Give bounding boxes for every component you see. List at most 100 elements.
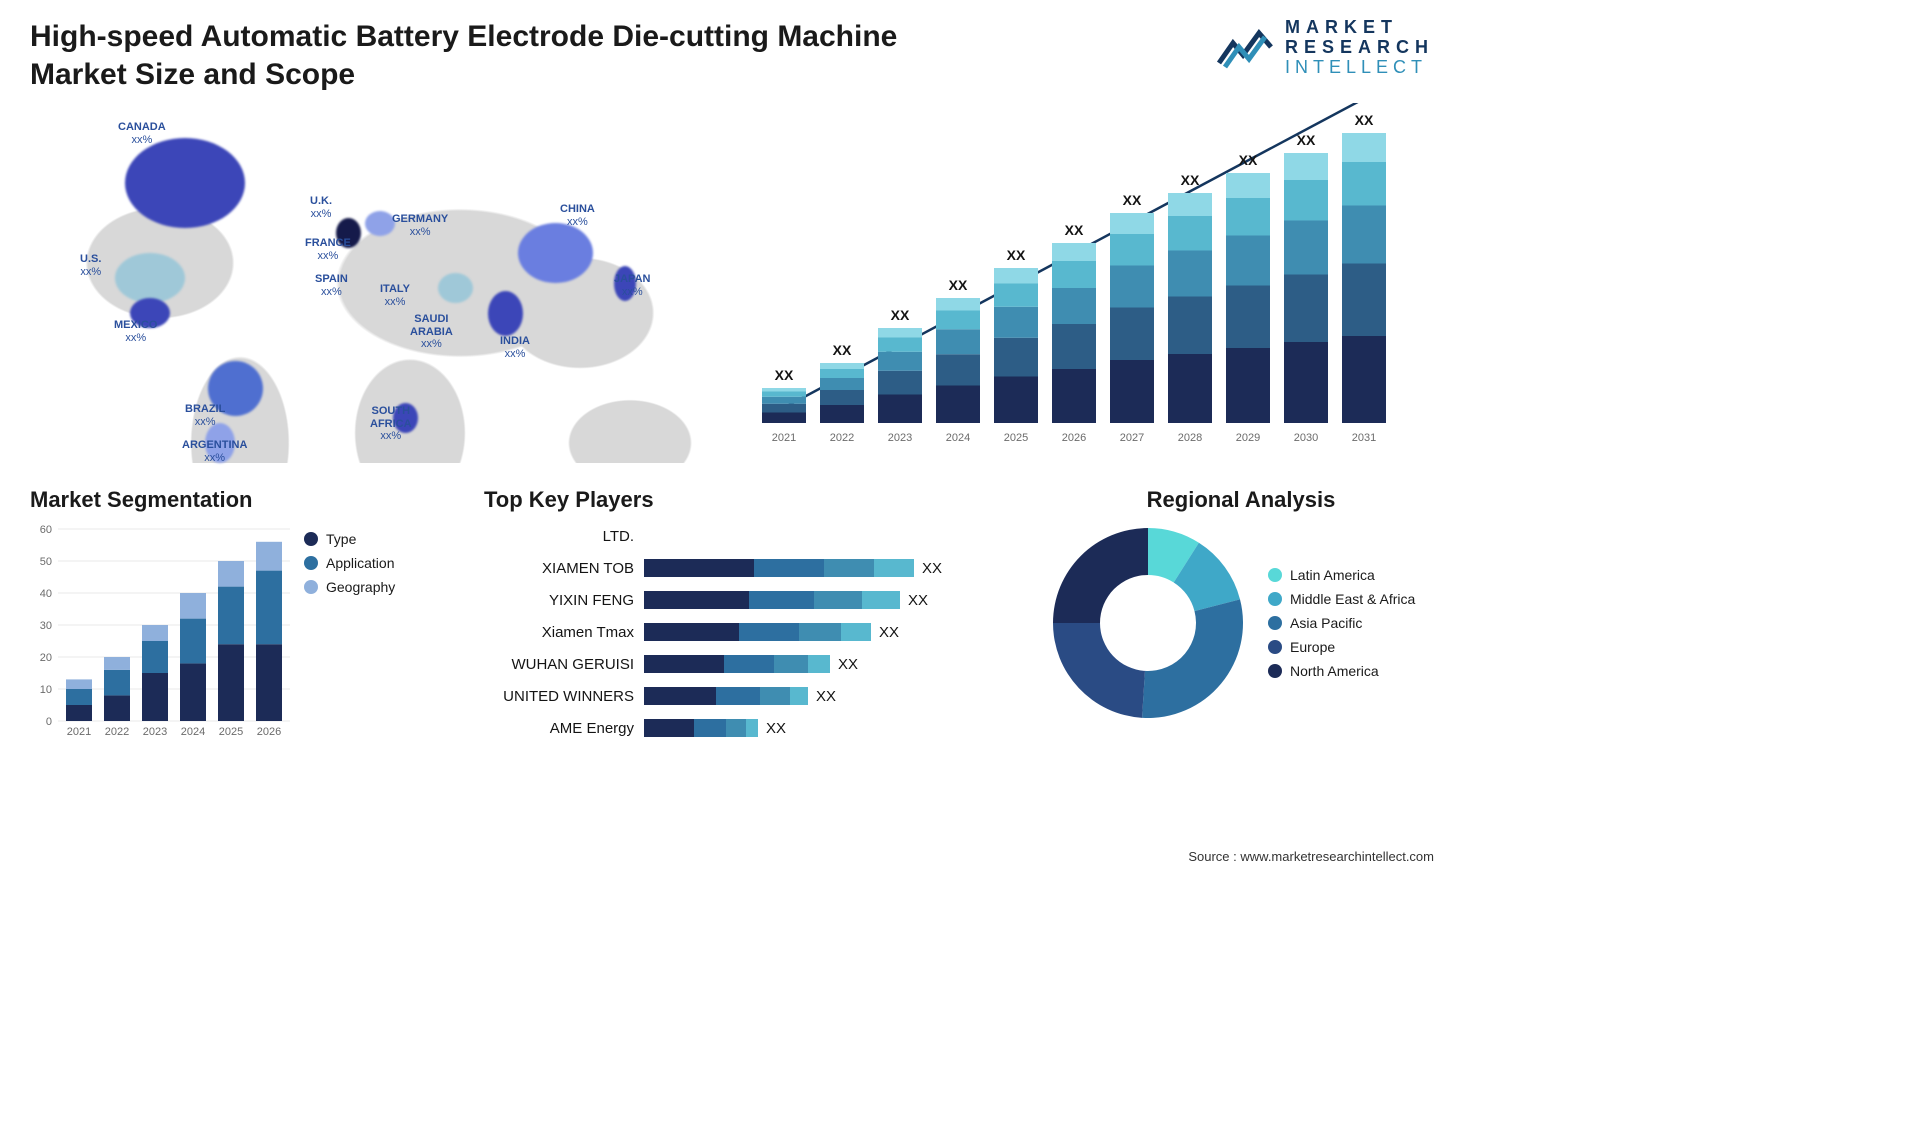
svg-text:XX: XX: [775, 367, 794, 383]
logo-mark-icon: [1215, 23, 1275, 73]
tkp-label: XIAMEN TOB: [484, 560, 644, 577]
svg-text:2021: 2021: [772, 432, 796, 444]
svg-text:XX: XX: [1181, 172, 1200, 188]
tkp-bar: [644, 655, 830, 673]
map-country-label: SPAINxx%: [315, 273, 348, 298]
svg-text:2025: 2025: [1004, 432, 1028, 444]
tkp-label: YIXIN FENG: [484, 592, 644, 609]
svg-text:XX: XX: [833, 342, 852, 358]
svg-text:XX: XX: [1123, 192, 1142, 208]
svg-text:2023: 2023: [888, 432, 912, 444]
svg-text:XX: XX: [1239, 152, 1258, 168]
segmentation-chart: 0102030405060202120222023202420252026: [30, 523, 290, 743]
svg-text:40: 40: [40, 588, 52, 600]
tkp-row: WUHAN GERUISI XX: [484, 651, 1024, 677]
tkp-label: Xiamen Tmax: [484, 624, 644, 641]
logo-line2: RESEARCH: [1285, 38, 1434, 58]
page-title: High-speed Automatic Battery Electrode D…: [30, 18, 930, 93]
svg-text:2021: 2021: [67, 726, 91, 738]
svg-text:30: 30: [40, 620, 52, 632]
footer-source: Source : www.marketresearchintellect.com: [1188, 849, 1434, 864]
tkp-title: Top Key Players: [484, 487, 1024, 513]
svg-text:XX: XX: [1065, 222, 1084, 238]
tkp-row: LTD.: [484, 523, 1024, 549]
map-country-spot: [518, 223, 593, 283]
world-map: CANADAxx%U.S.xx%MEXICOxx%BRAZILxx%ARGENT…: [30, 103, 710, 463]
regional-section: Regional Analysis Latin America Middle Ea…: [1048, 487, 1434, 747]
map-country-spot: [365, 211, 395, 236]
regional-legend-item: Latin America: [1268, 567, 1415, 583]
svg-text:2022: 2022: [105, 726, 129, 738]
map-country-spot: [115, 253, 185, 303]
svg-text:XX: XX: [1297, 132, 1316, 148]
tkp-row: UNITED WINNERS XX: [484, 683, 1024, 709]
svg-text:50: 50: [40, 556, 52, 568]
map-country-label: GERMANYxx%: [392, 213, 448, 238]
map-country-spot: [125, 138, 245, 228]
segmentation-legend: Type Application Geography: [304, 523, 395, 743]
tkp-value: XX: [908, 592, 928, 609]
svg-text:0: 0: [46, 716, 52, 728]
map-country-label: ARGENTINAxx%: [182, 439, 247, 464]
map-country-label: SAUDIARABIAxx%: [410, 313, 453, 351]
svg-text:2025: 2025: [219, 726, 243, 738]
tkp-row: Xiamen Tmax XX: [484, 619, 1024, 645]
svg-text:XX: XX: [949, 277, 968, 293]
svg-text:XX: XX: [891, 307, 910, 323]
top-key-players-section: Top Key Players LTD.XIAMEN TOBXXYIXIN FE…: [484, 487, 1024, 747]
segmentation-section: Market Segmentation 01020304050602021202…: [30, 487, 460, 747]
regional-legend-item: North America: [1268, 663, 1415, 679]
map-country-spot: [438, 273, 473, 303]
logo-line3: INTELLECT: [1285, 58, 1434, 78]
tkp-label: UNITED WINNERS: [484, 688, 644, 705]
tkp-value: XX: [816, 688, 836, 705]
svg-text:XX: XX: [1007, 247, 1026, 263]
logo-line1: MARKET: [1285, 18, 1434, 38]
map-country-label: CANADAxx%: [118, 121, 166, 146]
svg-text:2026: 2026: [1062, 432, 1086, 444]
svg-text:2028: 2028: [1178, 432, 1202, 444]
map-country-label: SOUTHAFRICAxx%: [370, 405, 412, 443]
map-country-label: JAPANxx%: [614, 273, 650, 298]
tkp-value: XX: [766, 720, 786, 737]
map-country-label: ITALYxx%: [380, 283, 410, 308]
map-country-label: FRANCExx%: [305, 237, 351, 262]
regional-title: Regional Analysis: [1048, 487, 1434, 513]
svg-text:20: 20: [40, 652, 52, 664]
tkp-value: XX: [879, 624, 899, 641]
regional-legend-item: Europe: [1268, 639, 1415, 655]
tkp-bar: [644, 559, 914, 577]
tkp-value: XX: [922, 560, 942, 577]
svg-text:XX: XX: [1355, 112, 1374, 128]
svg-text:10: 10: [40, 684, 52, 696]
regional-legend-item: Middle East & Africa: [1268, 591, 1415, 607]
brand-logo: MARKET RESEARCH INTELLECT: [1215, 18, 1434, 77]
svg-text:2031: 2031: [1352, 432, 1376, 444]
segmentation-legend-item: Application: [304, 555, 395, 571]
tkp-bar: [644, 591, 900, 609]
tkp-label: WUHAN GERUISI: [484, 656, 644, 673]
segmentation-legend-item: Type: [304, 531, 395, 547]
tkp-label: AME Energy: [484, 720, 644, 737]
svg-text:2027: 2027: [1120, 432, 1144, 444]
tkp-value: XX: [838, 656, 858, 673]
map-country-label: CHINAxx%: [560, 203, 595, 228]
regional-legend-item: Asia Pacific: [1268, 615, 1415, 631]
svg-text:2023: 2023: [143, 726, 167, 738]
segmentation-legend-item: Geography: [304, 579, 395, 595]
tkp-label: LTD.: [484, 528, 644, 545]
map-country-label: U.K.xx%: [310, 195, 332, 220]
tkp-bar: [644, 623, 871, 641]
map-country-label: INDIAxx%: [500, 335, 530, 360]
regional-legend: Latin America Middle East & Africa Asia Pa…: [1268, 559, 1415, 687]
tkp-row: YIXIN FENG XX: [484, 587, 1024, 613]
svg-text:2024: 2024: [181, 726, 205, 738]
svg-text:2030: 2030: [1294, 432, 1318, 444]
map-country-label: BRAZILxx%: [185, 403, 225, 428]
tkp-row: XIAMEN TOB XX: [484, 555, 1024, 581]
svg-text:2029: 2029: [1236, 432, 1260, 444]
svg-text:2024: 2024: [946, 432, 970, 444]
map-country-label: U.S.xx%: [80, 253, 101, 278]
svg-text:2022: 2022: [830, 432, 854, 444]
svg-text:60: 60: [40, 524, 52, 536]
